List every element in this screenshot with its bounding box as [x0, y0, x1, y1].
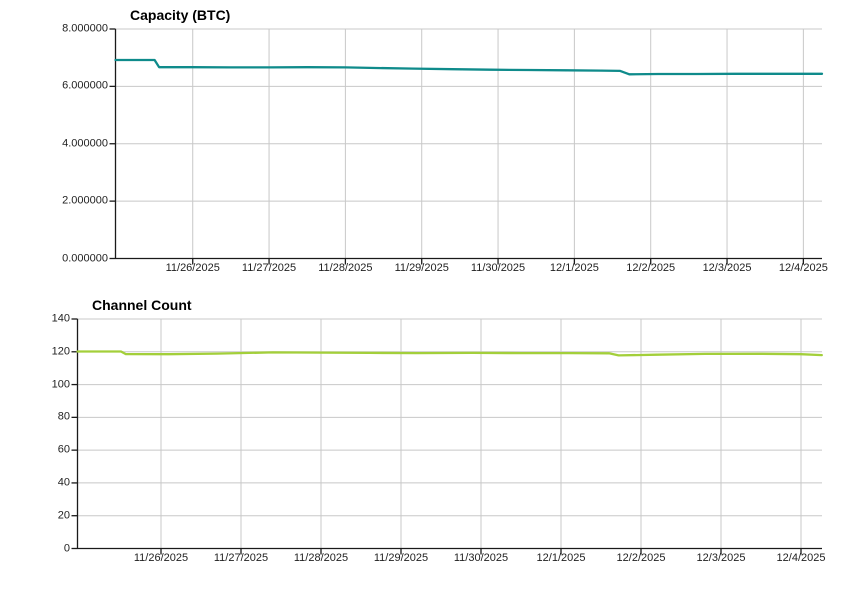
channel-count-y-axis-label: 140: [51, 312, 70, 325]
capacity-x-axis-label: 11/30/2025: [470, 262, 526, 274]
channel-count-y-axis-label: 20: [57, 509, 70, 522]
capacity-line-series: [114, 58, 824, 76]
channel-count-y-axis-label: 80: [57, 410, 70, 423]
channel-count-x-axis-label: 11/28/2025: [293, 552, 349, 564]
capacity-chart-title: Capacity (BTC): [130, 7, 231, 23]
channel-count-y-axis-label: 40: [57, 476, 70, 489]
capacity-y-axis-label: 6.000000: [62, 79, 108, 92]
channel-count-y-axis-label: 100: [51, 378, 70, 391]
capacity-x-axis-label: 12/2/2025: [626, 262, 676, 274]
channel-count-x-axis-label: 12/1/2025: [536, 552, 586, 564]
capacity-y-axis-label: 2.000000: [62, 194, 108, 207]
channel-count-x-axis-label: 12/3/2025: [696, 552, 746, 564]
capacity-x-axis-label: 11/26/2025: [165, 262, 220, 274]
channel-count-chart-title: Channel Count: [92, 297, 192, 313]
channel-count-y-axis-label: 60: [57, 443, 70, 456]
channel-count-y-axis-label: 0: [63, 542, 70, 554]
capacity-x-axis-label: 12/3/2025: [702, 262, 752, 274]
capacity-x-axis-label: 12/4/2025: [778, 262, 828, 274]
capacity-y-axis-label: 8.000000: [62, 22, 108, 35]
capacity-x-axis-label: 11/28/2025: [318, 262, 373, 274]
channel-count-y-axis-label: 120: [51, 345, 70, 358]
channel-count-x-axis-label: 12/2/2025: [616, 552, 666, 564]
capacity-x-axis-label: 11/29/2025: [394, 262, 449, 274]
channel-count-x-axis-label: 12/4/2025: [776, 552, 826, 564]
capacity-x-axis-label: 11/27/2025: [241, 262, 297, 274]
capacity-y-axis-label: 0.000000: [62, 252, 108, 264]
channel-count-x-axis-label: 11/26/2025: [133, 552, 189, 564]
channel-count-x-axis-label: 11/29/2025: [373, 552, 429, 564]
channel-count-line-series: [76, 350, 823, 357]
capacity-y-axis-label: 4.000000: [62, 137, 108, 150]
channel-count-x-axis-label: 11/27/2025: [213, 552, 269, 564]
capacity-x-axis-label: 12/1/2025: [549, 262, 599, 274]
channel-count-x-axis-label: 11/30/2025: [453, 552, 509, 564]
